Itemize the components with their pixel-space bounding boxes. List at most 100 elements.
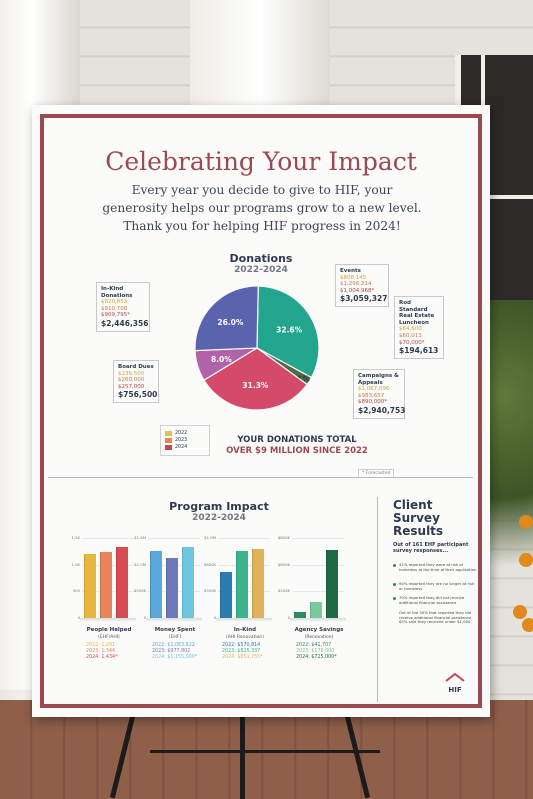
bar-axis-tick: 500 [72, 588, 80, 594]
survey-item: 41% reported they were at risk of homele… [393, 562, 478, 572]
vertical-divider [377, 497, 378, 702]
callout-total: $2,940,753 [358, 405, 406, 415]
pie-slice-label: 31.3% [242, 381, 269, 390]
bar-value-line: 2024: $1,155,000* [152, 655, 198, 660]
donations-total-line1: YOUR DONATIONS TOTAL [237, 435, 357, 445]
program-bar [294, 612, 306, 618]
program-bar [326, 550, 338, 618]
bar-gridline [148, 538, 200, 539]
callout-2022: $620,853 [101, 299, 128, 306]
pie-slice-label: 8.0% [211, 355, 232, 364]
survey-item: 70% reported they did not receive additi… [393, 595, 478, 605]
orange-fruit [519, 515, 533, 529]
bar-axis-tick: $800K [277, 535, 290, 540]
bar-chart-values: 2022: $570,814 2023: $825,337 2024: $851,7… [222, 643, 292, 661]
bar-value-line: 2022: $1,083,922 [152, 643, 195, 648]
survey-item-text: 41% reported they were at risk of homele… [399, 562, 477, 572]
bar-value-line: 2022: $41,707 [296, 643, 332, 648]
bar-axis-tick: $500K [133, 588, 146, 594]
program-bar [220, 572, 232, 618]
orange-fruit [519, 553, 533, 567]
bar-axis-tick: 0 [143, 615, 146, 620]
bar-axis-tick: 0 [77, 615, 80, 620]
program-bar [100, 551, 112, 618]
program-bar [116, 546, 128, 618]
bar-chart-label: People Helped [86, 627, 132, 633]
pie-slice-label: 32.6% [276, 325, 303, 334]
bar-axis-tick: $600K [203, 561, 216, 567]
impact-poster: Celebrating Your Impact Every year you d… [32, 105, 490, 717]
survey-title-line: Survey [393, 511, 440, 525]
bar-axis-tick: $600K [277, 561, 290, 567]
callout-2022: $64,600 [399, 326, 422, 333]
program-years: 2022-2024 [192, 513, 246, 523]
bar-gridline [292, 591, 344, 593]
bar-value-line: 2023: $977,802 [152, 649, 191, 654]
callout-2023: $910,708 [101, 305, 128, 312]
bar-value-line: 2023: $825,337 [222, 649, 261, 654]
bar-chart-label: Agency Savings [294, 627, 344, 633]
legend-2024: 2024 [175, 445, 188, 450]
donations-pie-chart: 32.6%2.1%31.3%8.0%26.0% [194, 285, 320, 411]
program-bar [252, 549, 264, 618]
bar-gridline [218, 538, 270, 539]
easel-leg [240, 715, 245, 799]
bar-gridline [292, 564, 344, 566]
easel-crossbar [150, 750, 380, 753]
donations-total-line2: OVER $9 MILLION SINCE 2022 [226, 446, 368, 456]
bar-axis-tick: 0 [287, 615, 290, 620]
logo-text: HIF [448, 686, 462, 694]
section-divider [48, 477, 473, 478]
callout-board-dues: Board Dues $239,500 $260,000 $257,000 $7… [113, 360, 159, 403]
callout-2022: $808,145 [340, 274, 367, 281]
hif-logo: HIF [444, 667, 466, 694]
check-icon [393, 597, 396, 600]
bar-axis-tick: $1.0M [134, 561, 146, 567]
bar-axis-tick: 0 [213, 615, 216, 620]
survey-intro: Out of 161 EHF participant survey respon… [393, 542, 469, 554]
spacer [393, 612, 396, 615]
door-frame [190, 0, 330, 105]
program-bar [84, 554, 96, 618]
bar-base [290, 618, 346, 622]
callout-campaigns: Campaigns & Appeals $1,067,096 $983,657 … [353, 369, 405, 419]
callout-total: $2,446,356 [101, 318, 149, 328]
program-bar [150, 550, 162, 618]
survey-title: Client Survey Results [393, 499, 443, 538]
survey-item: 94% reported they are no longer at risk … [393, 581, 478, 591]
program-bar [310, 602, 322, 618]
bar-base [216, 618, 272, 622]
poster-border [40, 114, 482, 708]
survey-item-text: 70% reported they did not receive additi… [399, 595, 465, 605]
poster-intro: Every year you decide to give to HIF, yo… [102, 183, 422, 233]
pie-slice [194, 285, 259, 352]
bar-gridline [292, 538, 344, 539]
legend-2022: 2022 [175, 431, 188, 436]
legend-swatch-2023 [165, 438, 172, 443]
pie-slice-label: 26.0% [217, 318, 244, 327]
program-bar [182, 546, 194, 618]
callout-2024: $909,795* [101, 312, 130, 319]
pie-slice [256, 285, 320, 379]
check-icon [393, 583, 396, 586]
bar-axis-tick: $200K [277, 588, 290, 594]
donations-title: Donations [229, 252, 293, 265]
bar-chart-label: In-Kind [233, 627, 257, 633]
callout-2023: $1,296,214 [340, 281, 372, 288]
orange-fruit [522, 618, 533, 632]
callout-label: Rod Standard Real Estate Luncheon [399, 300, 435, 326]
bar-axis-tick: 1.0K [71, 561, 80, 567]
bar-chart-values: 2022: $1,083,922 2023: $977,802 2024: $1,1… [152, 643, 222, 661]
program-bar [236, 550, 248, 618]
survey-title-line: Client [393, 498, 433, 512]
callout-label: Board Dues [118, 364, 154, 370]
callout-2023: $60,013 [399, 332, 422, 339]
survey-title-line: Results [393, 524, 444, 538]
poster-title: Celebrating Your Impact [105, 147, 417, 176]
survey-item-text: Out of the 30% that reported they did re… [399, 610, 473, 625]
year-legend: 2022 2023 2024 [160, 425, 210, 456]
callout-2024: $1,004,968* [340, 287, 375, 294]
orange-fruit [513, 605, 527, 619]
bar-chart-values: 2022: $41,707 2023: $178,000 2024: $725,00… [296, 643, 366, 661]
bar-axis-tick: $300K [203, 588, 216, 594]
